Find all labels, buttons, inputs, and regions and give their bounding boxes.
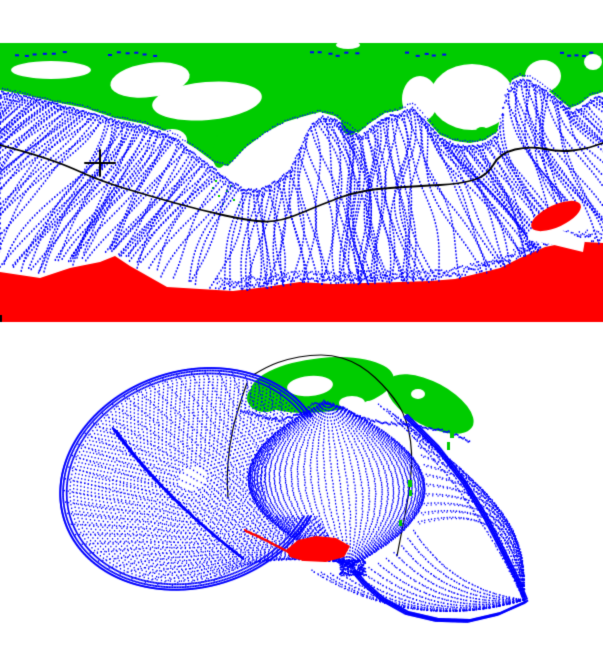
field-lines-3d-canvas	[0, 323, 603, 645]
field-topology-map-canvas	[0, 0, 603, 323]
